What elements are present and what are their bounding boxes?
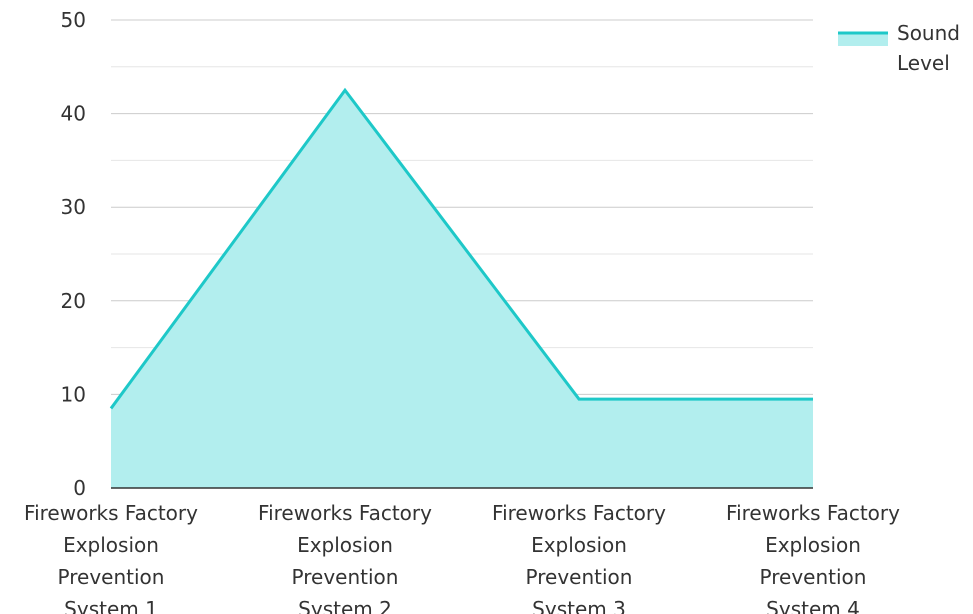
x-category-label-line: Prevention <box>292 565 399 589</box>
x-category-label-line: Explosion <box>765 533 861 557</box>
legend[interactable]: Sound Level <box>838 21 960 75</box>
legend-label-line: Level <box>897 51 950 75</box>
x-category-label-line: Prevention <box>58 565 165 589</box>
y-tick-label: 30 <box>61 195 86 219</box>
x-category-label-line: System 1 <box>64 597 158 614</box>
y-tick-label: 50 <box>61 8 86 32</box>
y-tick-labels: 0 10 20 30 40 50 <box>61 8 86 500</box>
x-category-label-line: System 3 <box>532 597 626 614</box>
x-category-label: Fireworks Factory Explosion Prevention Syst… <box>492 501 666 614</box>
y-tick-label: 10 <box>61 382 86 406</box>
x-category-label-line: Fireworks Factory <box>492 501 666 525</box>
series-line <box>109 87 813 410</box>
x-category-label-line: Explosion <box>297 533 393 557</box>
y-tick-label: 0 <box>73 476 86 500</box>
x-category-label-line: System 4 <box>766 597 860 614</box>
x-category-label-line: Fireworks Factory <box>258 501 432 525</box>
area-layer <box>109 87 814 488</box>
x-category-label-line: Fireworks Factory <box>24 501 198 525</box>
y-tick-label: 20 <box>61 289 86 313</box>
x-category-label: Fireworks Factory Explosion Prevention Syst… <box>258 501 432 614</box>
legend-label-line: Sound <box>897 21 960 45</box>
legend-label: Sound Level <box>897 21 960 75</box>
y-tick-label: 40 <box>61 102 86 126</box>
x-category-labels: Fireworks Factory Explosion Prevention Syst… <box>24 501 900 614</box>
x-category-label-line: Fireworks Factory <box>726 501 900 525</box>
series-area <box>111 90 813 488</box>
x-category-label-line: Prevention <box>760 565 867 589</box>
x-category-label-line: Explosion <box>63 533 159 557</box>
x-category-label-line: Explosion <box>531 533 627 557</box>
x-category-label-line: Prevention <box>526 565 633 589</box>
x-category-label: Fireworks Factory Explosion Prevention Syst… <box>726 501 900 614</box>
legend-swatch-fill <box>838 34 888 46</box>
x-category-label: Fireworks Factory Explosion Prevention Syst… <box>24 501 198 614</box>
x-category-label-line: System 2 <box>298 597 392 614</box>
